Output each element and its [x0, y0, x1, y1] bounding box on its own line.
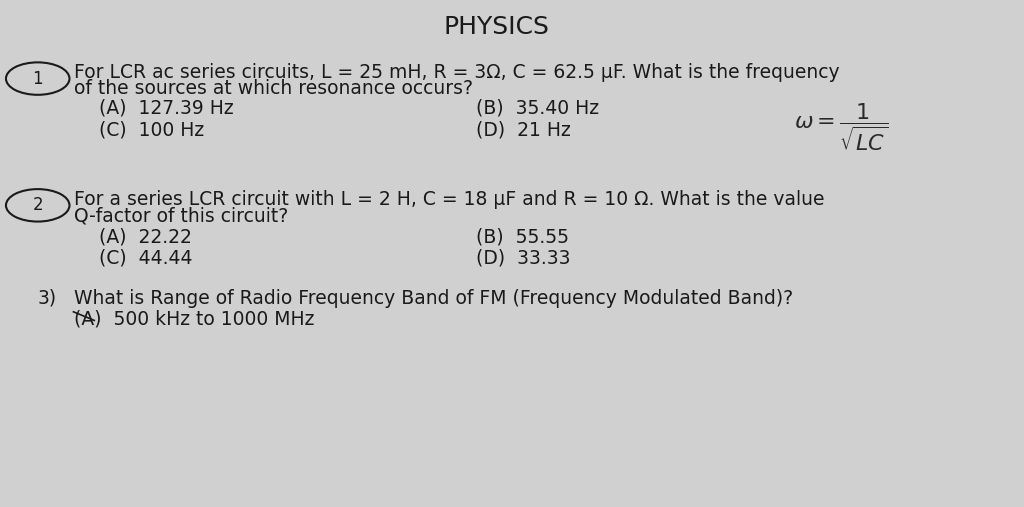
- Text: For a series LCR circuit with L = 2 H, C = 18 μF and R = 10 Ω. What is the value: For a series LCR circuit with L = 2 H, C…: [75, 190, 825, 209]
- Text: (B)  55.55: (B) 55.55: [476, 227, 569, 246]
- Text: 3): 3): [38, 289, 57, 308]
- Text: For LCR ac series circuits, L = 25 mH, R = 3Ω, C = 62.5 μF. What is the frequenc: For LCR ac series circuits, L = 25 mH, R…: [75, 63, 840, 82]
- Text: (D)  33.33: (D) 33.33: [476, 248, 570, 267]
- Text: (A)  500 kHz to 1000 MHz: (A) 500 kHz to 1000 MHz: [75, 309, 314, 328]
- Text: of the sources at which resonance occurs?: of the sources at which resonance occurs…: [75, 79, 473, 97]
- Text: (C)  100 Hz: (C) 100 Hz: [99, 121, 205, 139]
- Text: (C)  44.44: (C) 44.44: [99, 248, 193, 267]
- Text: (D)  21 Hz: (D) 21 Hz: [476, 121, 571, 139]
- Text: 2: 2: [33, 196, 43, 214]
- Text: PHYSICS: PHYSICS: [443, 15, 549, 39]
- Text: What is Range of Radio Frequency Band of FM (Frequency Modulated Band)?: What is Range of Radio Frequency Band of…: [75, 289, 794, 308]
- Text: $\omega = \dfrac{1}{\sqrt{LC}}$: $\omega = \dfrac{1}{\sqrt{LC}}$: [794, 101, 888, 153]
- Text: 1: 1: [33, 69, 43, 88]
- Text: (A)  127.39 Hz: (A) 127.39 Hz: [99, 99, 233, 118]
- Text: (A)  22.22: (A) 22.22: [99, 227, 193, 246]
- Text: Q-factor of this circuit?: Q-factor of this circuit?: [75, 207, 289, 226]
- Text: (B)  35.40 Hz: (B) 35.40 Hz: [476, 99, 599, 118]
